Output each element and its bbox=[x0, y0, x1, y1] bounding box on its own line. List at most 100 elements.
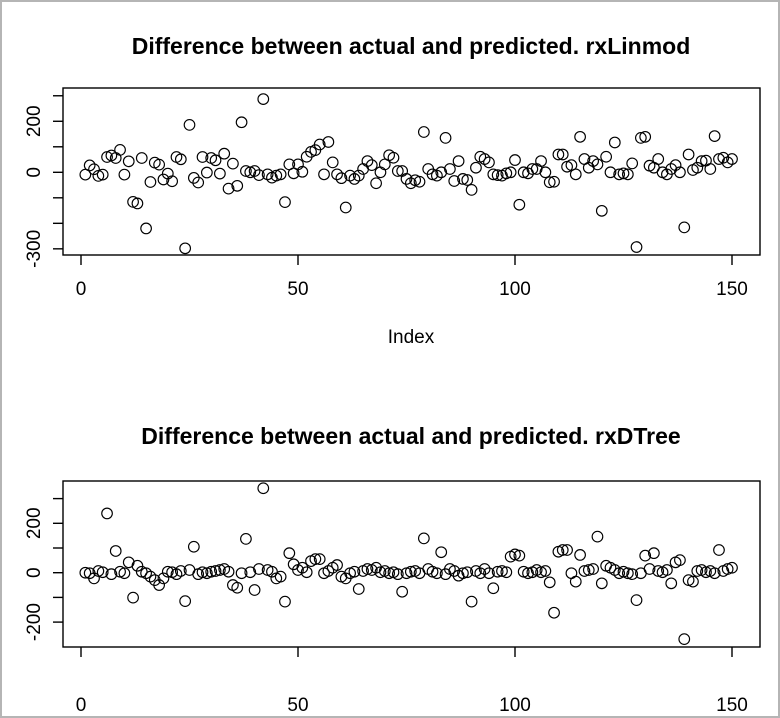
data-point bbox=[444, 163, 456, 175]
data-point bbox=[708, 130, 721, 142]
data-point bbox=[270, 169, 283, 182]
data-point bbox=[448, 175, 461, 187]
data-point bbox=[639, 549, 652, 562]
data-point bbox=[192, 176, 205, 189]
data-point bbox=[465, 184, 478, 196]
data-point bbox=[153, 158, 165, 171]
data-point bbox=[140, 567, 152, 580]
data-point bbox=[669, 159, 682, 172]
data-point bbox=[652, 565, 665, 577]
x-tick-label: 100 bbox=[499, 695, 531, 716]
data-point bbox=[608, 136, 621, 149]
data-point bbox=[491, 169, 504, 181]
data-point bbox=[630, 594, 643, 606]
data-point bbox=[552, 148, 565, 161]
data-point bbox=[457, 567, 469, 580]
data-point bbox=[708, 567, 721, 580]
data-point bbox=[665, 577, 678, 590]
panel-linmod-plot-box bbox=[62, 87, 761, 256]
data-point bbox=[682, 148, 695, 161]
data-point bbox=[548, 606, 560, 619]
panel-linmod-title: Difference between actual and predicted.… bbox=[132, 33, 691, 59]
data-point bbox=[92, 565, 105, 577]
data-point bbox=[487, 582, 500, 595]
data-point bbox=[300, 566, 313, 579]
data-point bbox=[652, 153, 665, 165]
data-point bbox=[196, 566, 209, 579]
data-point bbox=[621, 168, 634, 181]
data-point bbox=[231, 179, 244, 192]
panel-dtree: Difference between actual and predicted.… bbox=[24, 423, 761, 716]
data-point bbox=[483, 156, 495, 169]
x-tick-label: 150 bbox=[716, 279, 748, 300]
data-point bbox=[491, 565, 504, 578]
data-point bbox=[431, 567, 443, 580]
data-point bbox=[574, 549, 586, 561]
data-point bbox=[365, 159, 378, 172]
data-point bbox=[157, 173, 170, 186]
data-point bbox=[721, 563, 734, 575]
data-point bbox=[235, 116, 248, 129]
data-point bbox=[96, 168, 109, 181]
data-point bbox=[118, 168, 131, 181]
data-point bbox=[274, 168, 287, 181]
data-point bbox=[187, 172, 200, 184]
data-point bbox=[214, 564, 226, 576]
data-point bbox=[153, 579, 165, 591]
data-point bbox=[331, 168, 343, 181]
y-tick-label: 200 bbox=[24, 507, 45, 539]
data-point bbox=[352, 583, 365, 595]
panel-dtree-plot-box bbox=[62, 480, 761, 648]
data-point bbox=[543, 576, 556, 589]
data-point bbox=[704, 163, 717, 175]
data-point bbox=[296, 165, 309, 178]
data-point bbox=[179, 595, 192, 607]
data-point bbox=[166, 175, 179, 188]
data-point bbox=[591, 530, 604, 543]
data-point bbox=[257, 93, 270, 105]
data-point bbox=[79, 566, 92, 579]
data-point bbox=[257, 482, 270, 495]
data-point bbox=[391, 165, 404, 177]
data-point bbox=[674, 554, 686, 566]
data-point bbox=[114, 143, 126, 156]
data-point bbox=[691, 161, 704, 174]
data-point bbox=[674, 166, 686, 179]
data-point bbox=[361, 155, 374, 167]
data-point bbox=[253, 169, 265, 181]
data-point bbox=[569, 575, 582, 588]
data-point bbox=[595, 577, 608, 590]
data-point bbox=[621, 567, 634, 580]
data-point bbox=[374, 166, 387, 179]
x-tick-label: 100 bbox=[499, 279, 531, 300]
data-point bbox=[582, 564, 595, 576]
data-point bbox=[691, 565, 704, 577]
data-point bbox=[296, 561, 309, 574]
data-point bbox=[726, 561, 738, 574]
data-point bbox=[539, 166, 552, 179]
data-point bbox=[313, 553, 326, 565]
data-point bbox=[587, 563, 599, 575]
data-point bbox=[548, 175, 560, 188]
data-point bbox=[144, 176, 157, 188]
data-point bbox=[678, 221, 691, 234]
data-point bbox=[391, 568, 404, 581]
data-point bbox=[404, 565, 417, 578]
data-point bbox=[88, 163, 100, 176]
data-point bbox=[161, 565, 174, 578]
data-point bbox=[187, 540, 200, 553]
data-point bbox=[183, 118, 196, 131]
data-point bbox=[131, 197, 144, 210]
data-point bbox=[283, 547, 296, 560]
data-point bbox=[214, 167, 226, 180]
data-point bbox=[361, 563, 374, 575]
data-point bbox=[370, 561, 382, 574]
data-point bbox=[174, 565, 187, 577]
data-point bbox=[339, 201, 352, 214]
data-point bbox=[700, 566, 712, 579]
data-point bbox=[309, 553, 322, 565]
data-point bbox=[687, 575, 699, 588]
data-point bbox=[561, 544, 573, 556]
panel-linmod-xlabel: Index bbox=[388, 327, 435, 348]
data-point bbox=[535, 566, 547, 579]
